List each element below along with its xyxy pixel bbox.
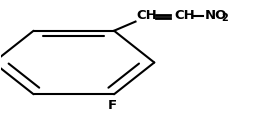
Text: CH: CH <box>137 9 158 22</box>
Text: F: F <box>108 99 117 112</box>
Text: CH: CH <box>174 9 195 22</box>
Text: NO: NO <box>204 9 227 22</box>
Text: 2: 2 <box>221 13 228 23</box>
